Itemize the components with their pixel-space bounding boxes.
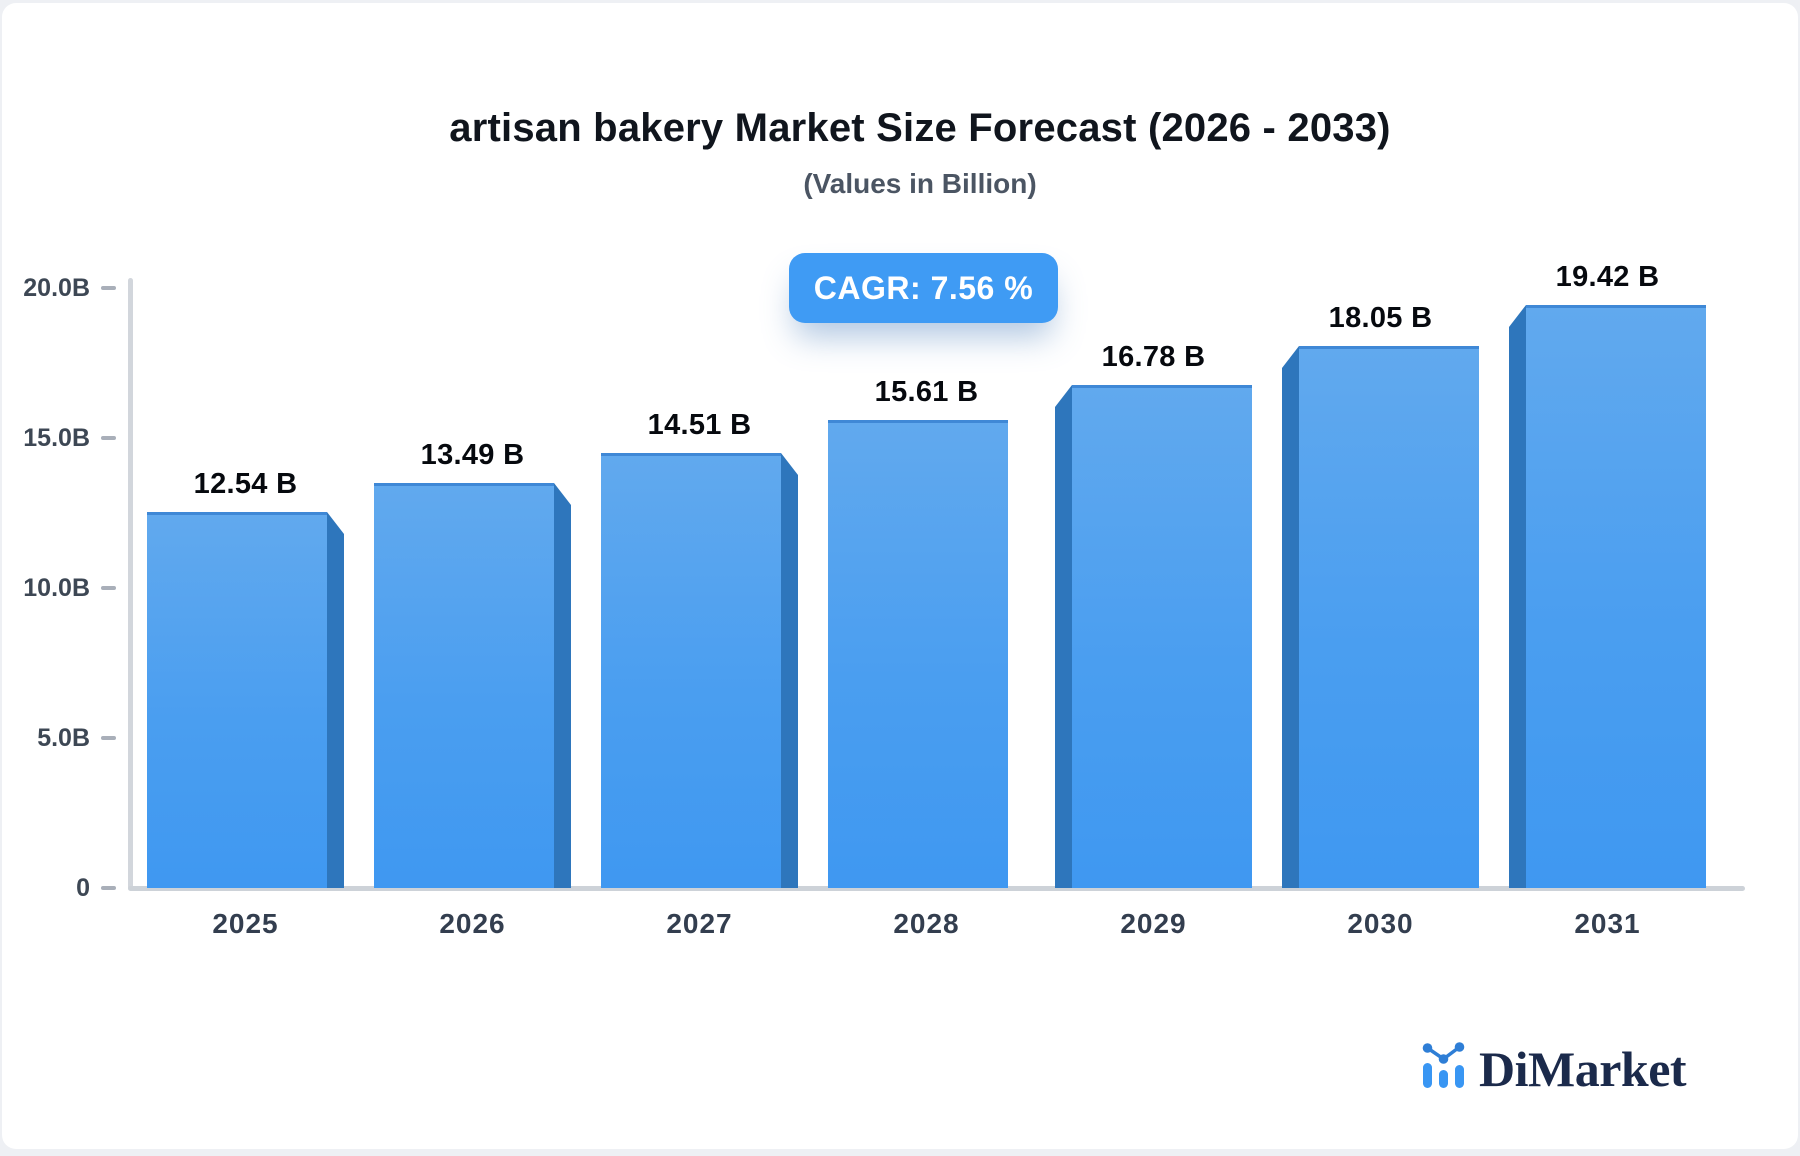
x-axis-label-2028: 2028 — [893, 908, 960, 939]
y-axis-tick-mark-20.0B — [101, 286, 116, 290]
y-axis-line — [128, 278, 133, 890]
x-axis-label-2029: 2029 — [1120, 908, 1187, 939]
bar-2026-side-face — [554, 483, 571, 888]
bar-value-label-2031: 19.42 B — [1555, 261, 1660, 293]
y-axis-tick-label-5.0B: 5.0B — [37, 724, 90, 752]
bar-2028 — [828, 420, 1008, 888]
x-axis-label-2026: 2026 — [439, 908, 506, 939]
bar-2025-side-face — [327, 512, 344, 888]
y-axis-tick-mark-0 — [101, 886, 116, 890]
chart-subtitle: (Values in Billion) — [803, 168, 1037, 199]
cagr-badge: CAGR: 7.56 % — [789, 253, 1058, 323]
logo-wordmark: DiMarket — [1479, 1041, 1687, 1097]
x-axis-label-2031: 2031 — [1574, 908, 1641, 939]
bar-value-label-2028: 15.61 B — [874, 376, 979, 408]
bar-2027 — [601, 453, 781, 888]
y-axis-tick-label-10.0B: 10.0B — [23, 574, 90, 602]
x-axis-label-2030: 2030 — [1347, 908, 1414, 939]
bar-2027-side-face — [781, 453, 798, 888]
y-axis-tick-label-20.0B: 20.0B — [23, 274, 90, 302]
bar-2030-side-face — [1282, 346, 1299, 888]
bar-2026 — [374, 483, 554, 888]
bar-value-label-2025: 12.54 B — [193, 468, 298, 500]
y-axis-tick-mark-10.0B — [101, 586, 116, 590]
bar-2030 — [1299, 346, 1479, 888]
x-axis-line — [128, 886, 1745, 891]
y-axis-tick-label-0: 0 — [76, 874, 90, 902]
dimarket-logo: DiMarket — [1422, 1041, 1687, 1097]
bar-2031 — [1526, 305, 1706, 888]
chart-title: artisan bakery Market Size Forecast (202… — [449, 106, 1391, 150]
bar-2031-side-face — [1509, 305, 1526, 888]
y-axis-tick-mark-5.0B — [101, 736, 116, 740]
bar-2029 — [1072, 385, 1252, 888]
bar-value-label-2026: 13.49 B — [420, 439, 525, 471]
bar-value-label-2027: 14.51 B — [647, 409, 752, 441]
y-axis-tick-label-15.0B: 15.0B — [23, 424, 90, 452]
bar-2025 — [147, 512, 327, 888]
bar-2029-side-face — [1055, 385, 1072, 888]
cagr-badge-label: CAGR: 7.56 % — [813, 269, 1034, 306]
bar-value-label-2029: 16.78 B — [1101, 341, 1206, 373]
bar-chart-trend-icon — [1422, 1042, 1465, 1088]
x-axis-label-2027: 2027 — [666, 908, 733, 939]
bar-value-label-2030: 18.05 B — [1328, 302, 1433, 334]
x-axis-label-2025: 2025 — [212, 908, 279, 939]
y-axis-tick-mark-15.0B — [101, 436, 116, 440]
